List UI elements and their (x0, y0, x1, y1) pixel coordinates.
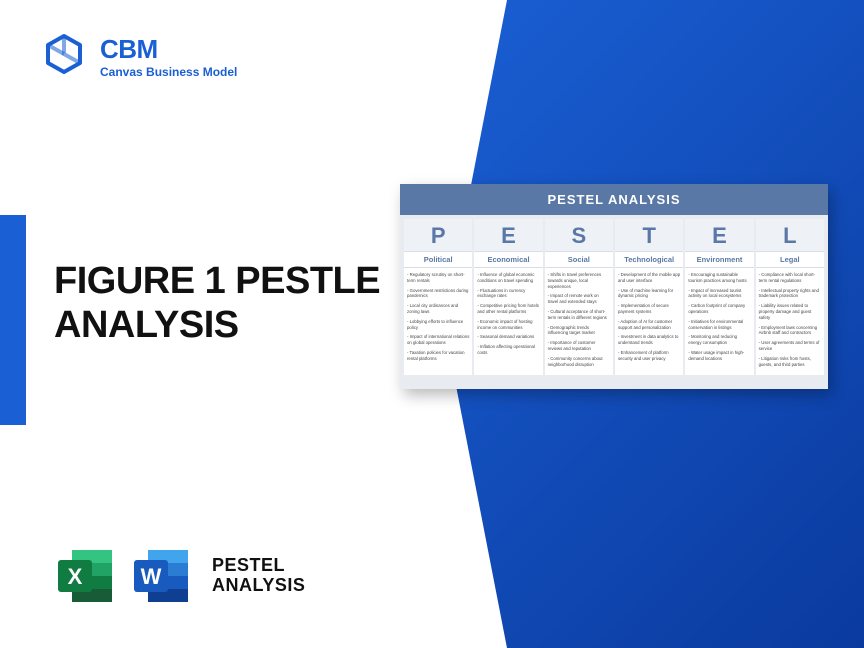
pestel-item: - Regulatory scrutiny on short-term rent… (407, 272, 469, 284)
pestel-item: - Seasonal demand variations (477, 334, 539, 340)
pestel-item: - Intellectual property rights and trade… (759, 288, 821, 300)
pestel-category-label: Environment (685, 252, 753, 268)
pestel-item: - Impact of international relations on g… (407, 334, 469, 346)
pestel-item: - Water usage impact in high-demand loca… (688, 350, 750, 362)
pestel-item: - Competitive pricing from hotels and ot… (477, 303, 539, 315)
pestel-item: - Adoption of AI for customer support an… (618, 319, 680, 331)
pestel-items: - Encouraging sustainable tourism practi… (685, 268, 753, 370)
pestel-item: - Government restrictions during pandemi… (407, 288, 469, 300)
svg-text:W: W (141, 564, 162, 589)
preview-title: PESTEL ANALYSIS (400, 184, 828, 215)
pestel-item: - Economic impact of hosting income on c… (477, 319, 539, 331)
brand-subtitle: Canvas Business Model (100, 65, 237, 79)
bottom-label-line-2: ANALYSIS (212, 576, 305, 596)
pestel-item: - Enhancement of platform security and u… (618, 350, 680, 362)
pestel-item: - Carbon footprint of company operations (688, 303, 750, 315)
pestel-preview-card: PESTEL ANALYSIS PPolitical - Regulatory s… (400, 184, 828, 389)
pestel-category-label: Economical (474, 252, 542, 268)
pestel-items: - Shifts in travel preferences towards u… (545, 268, 613, 375)
pestel-column: EEnvironment - Encouraging sustainable to… (685, 219, 753, 375)
pestel-item: - Lobbying efforts to influence policy (407, 319, 469, 331)
pestel-category-label: Social (545, 252, 613, 268)
brand-abbrev: CBM (100, 34, 237, 65)
pestel-items: - Compliance with local short-term renta… (756, 268, 824, 375)
pestel-items: - Regulatory scrutiny on short-term rent… (404, 268, 472, 370)
bottom-label: PESTEL ANALYSIS (212, 556, 305, 596)
svg-text:X: X (68, 564, 83, 589)
pestel-item: - Impact of remote work on travel and ex… (548, 293, 610, 305)
excel-icon: X (54, 544, 118, 608)
pestel-item: - Implementation of secure payment syste… (618, 303, 680, 315)
pestel-column: PPolitical - Regulatory scrutiny on short… (404, 219, 472, 375)
page-title: FIGURE 1 PESTLE ANALYSIS (54, 260, 380, 347)
pestel-item: - Shifts in travel preferences towards u… (548, 272, 610, 289)
pestel-item: - Litigation risks from hosts, guests, a… (759, 356, 821, 368)
brand-logo: CBM Canvas Business Model (40, 32, 237, 80)
pestel-letter: L (756, 219, 824, 252)
pestel-category-label: Political (404, 252, 472, 268)
pestel-grid: PPolitical - Regulatory scrutiny on short… (400, 215, 828, 379)
pestel-item: - Impact of increased tourist activity o… (688, 288, 750, 300)
title-line-1: FIGURE 1 PESTLE (54, 260, 380, 304)
title-line-2: ANALYSIS (54, 304, 380, 348)
pestel-column: EEconomical - Influence of global economi… (474, 219, 542, 375)
pestel-letter: P (404, 219, 472, 252)
word-icon: W (130, 544, 194, 608)
pestel-category-label: Technological (615, 252, 683, 268)
brand-icon (40, 32, 88, 80)
pestel-letter: E (474, 219, 542, 252)
pestel-item: - Encouraging sustainable tourism practi… (688, 272, 750, 284)
pestel-item: - Initiatives for environmental conserva… (688, 319, 750, 331)
pestel-item: - Liability issues related to property d… (759, 303, 821, 320)
pestel-category-label: Legal (756, 252, 824, 268)
pestel-item: - Compliance with local short-term renta… (759, 272, 821, 284)
accent-bar (0, 215, 26, 425)
bottom-label-line-1: PESTEL (212, 556, 305, 576)
pestel-item: - User agreements and terms of service (759, 340, 821, 352)
pestel-item: - Influence of global economic condition… (477, 272, 539, 284)
pestel-items: - Influence of global economic condition… (474, 268, 542, 364)
file-icons-block: X W PESTEL ANALYSIS (54, 544, 305, 608)
pestel-item: - Inflation affecting operational costs (477, 344, 539, 356)
pestel-item: - Taxation policies for vacation rental … (407, 350, 469, 362)
brand-text: CBM Canvas Business Model (100, 34, 237, 79)
pestel-column: TTechnological - Development of the mobil… (615, 219, 683, 375)
pestel-column: SSocial - Shifts in travel preferences to… (545, 219, 613, 375)
pestel-item: - Cultural acceptance of short-term rent… (548, 309, 610, 321)
pestel-item: - Employment laws concerning Airbnb staf… (759, 325, 821, 337)
pestel-item: - Demographic trends influencing target … (548, 325, 610, 337)
pestel-letter: E (685, 219, 753, 252)
pestel-letter: S (545, 219, 613, 252)
pestel-item: - Fluctuations in currency exchange rate… (477, 288, 539, 300)
pestel-column: LLegal - Compliance with local short-term… (756, 219, 824, 375)
pestel-letter: T (615, 219, 683, 252)
pestel-item: - Investment in data analytics to unders… (618, 334, 680, 346)
pestel-item: - Importance of customer reviews and rep… (548, 340, 610, 352)
pestel-item: - Use of machine learning for dynamic pr… (618, 288, 680, 300)
pestel-item: - Monitoring and reducing energy consump… (688, 334, 750, 346)
pestel-item: - Local city ordinances and zoning laws (407, 303, 469, 315)
pestel-item: - Community concerns about neighborhood … (548, 356, 610, 368)
pestel-items: - Development of the mobile app and user… (615, 268, 683, 370)
pestel-item: - Development of the mobile app and user… (618, 272, 680, 284)
